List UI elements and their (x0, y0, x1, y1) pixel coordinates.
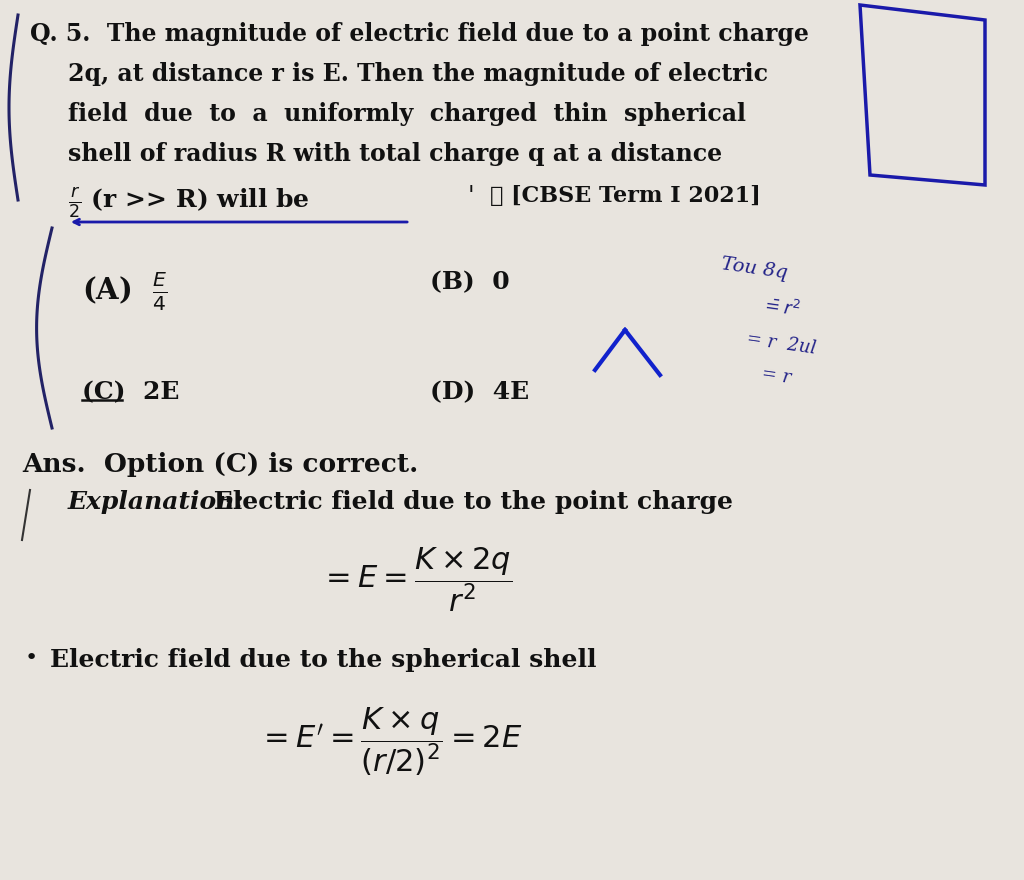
Text: $= E = \dfrac{K \times 2q}{r^2}$: $= E = \dfrac{K \times 2q}{r^2}$ (319, 545, 512, 614)
Text: ': ' (468, 185, 475, 208)
Text: Q. 5.  The magnitude of electric field due to a point charge: Q. 5. The magnitude of electric field du… (30, 22, 809, 46)
Text: field  due  to  a  uniformly  charged  thin  spherical: field due to a uniformly charged thin sp… (68, 102, 746, 126)
Text: = r  2ul: = r 2ul (745, 330, 817, 357)
Text: shell of radius R with total charge q at a distance: shell of radius R with total charge q at… (68, 142, 722, 166)
Text: Ans.  Option (C) is correct.: Ans. Option (C) is correct. (22, 452, 418, 477)
Text: Electric field due to the point charge: Electric field due to the point charge (205, 490, 733, 514)
Text: $\frac{r}{2}$ (r >> R) will be: $\frac{r}{2}$ (r >> R) will be (68, 185, 309, 220)
Text: (A)  $\frac{E}{4}$: (A) $\frac{E}{4}$ (82, 270, 167, 312)
Text: Electric field due to the spherical shell: Electric field due to the spherical shel… (50, 648, 597, 672)
Text: (C)  2E: (C) 2E (82, 380, 179, 404)
Text: = r: = r (760, 365, 792, 387)
Text: (D)  4E: (D) 4E (430, 380, 529, 404)
Text: 2q, at distance r is E. Then the magnitude of electric: 2q, at distance r is E. Then the magnitu… (68, 62, 768, 86)
Text: Explanation:: Explanation: (68, 490, 245, 514)
Text: $= E' = \dfrac{K \times q}{(r / 2)^2} = 2E$: $= E' = \dfrac{K \times q}{(r / 2)^2} = … (258, 705, 522, 778)
Text: (B)  0: (B) 0 (430, 270, 510, 294)
Text: ⓔ [CBSE Term I 2021]: ⓔ [CBSE Term I 2021] (490, 185, 761, 207)
Text: Tou 8q: Tou 8q (720, 255, 788, 282)
Text: •: • (25, 648, 38, 668)
Text: $\bar{=}r^2$: $\bar{=}r^2$ (760, 295, 802, 320)
